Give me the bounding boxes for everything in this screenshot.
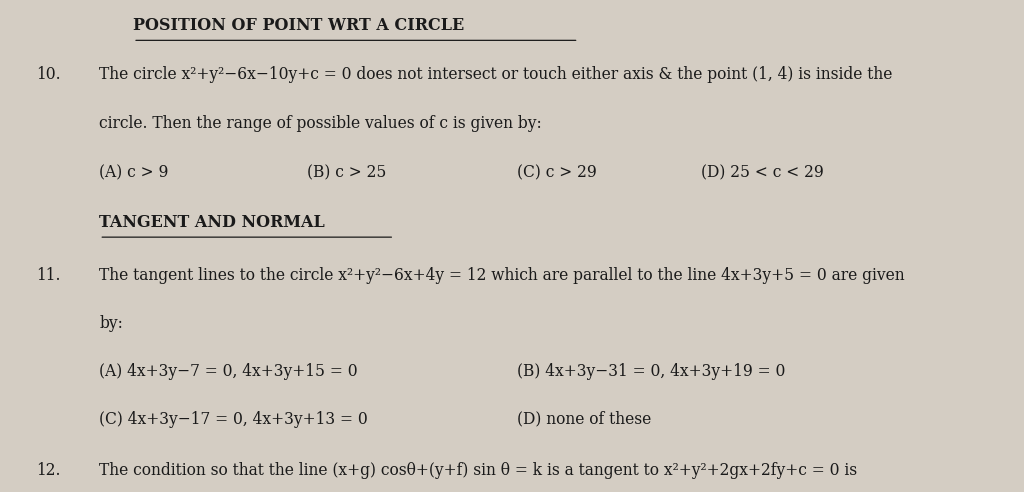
Text: 11.: 11.	[36, 267, 60, 284]
Text: (C) c > 29: (C) c > 29	[517, 165, 597, 182]
Text: (B) 4x+3y−31 = 0, 4x+3y+19 = 0: (B) 4x+3y−31 = 0, 4x+3y+19 = 0	[517, 363, 785, 380]
Text: by:: by:	[99, 315, 123, 332]
Text: (A) 4x+3y−7 = 0, 4x+3y+15 = 0: (A) 4x+3y−7 = 0, 4x+3y+15 = 0	[99, 363, 358, 380]
Text: The tangent lines to the circle x²+y²−6x+4y = 12 which are parallel to the line : The tangent lines to the circle x²+y²−6x…	[99, 267, 905, 284]
Text: (A) c > 9: (A) c > 9	[99, 165, 169, 182]
Text: POSITION OF POINT WRT A CIRCLE: POSITION OF POINT WRT A CIRCLE	[133, 17, 464, 34]
Text: 10.: 10.	[36, 66, 60, 84]
Text: The condition so that the line (x+g) cosθ+(y+f) sin θ = k is a tangent to x²+y²+: The condition so that the line (x+g) cos…	[99, 462, 857, 480]
Text: The circle x²+y²−6x−10y+c = 0 does not intersect or touch either axis & the poin: The circle x²+y²−6x−10y+c = 0 does not i…	[99, 66, 893, 84]
Text: (D) none of these: (D) none of these	[517, 411, 651, 428]
Text: TANGENT AND NORMAL: TANGENT AND NORMAL	[99, 214, 325, 231]
Text: (B) c > 25: (B) c > 25	[307, 165, 387, 182]
Text: (C) 4x+3y−17 = 0, 4x+3y+13 = 0: (C) 4x+3y−17 = 0, 4x+3y+13 = 0	[99, 411, 368, 428]
Text: (D) 25 < c < 29: (D) 25 < c < 29	[701, 165, 824, 182]
Text: 12.: 12.	[36, 462, 60, 480]
Text: circle. Then the range of possible values of c is given by:: circle. Then the range of possible value…	[99, 115, 542, 132]
